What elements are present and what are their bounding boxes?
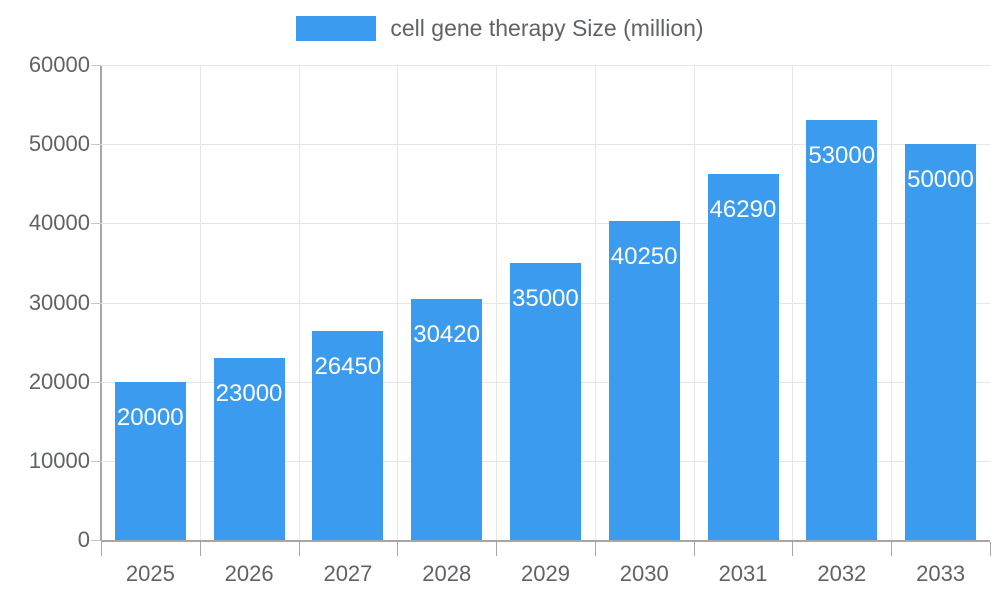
x-axis-tick (101, 542, 102, 556)
x-axis-tick (891, 542, 892, 556)
y-axis-tick-label: 60000 (28, 52, 90, 77)
x-axis-tick-label: 2032 (817, 561, 867, 586)
x-axis-tick-label: 2025 (125, 561, 175, 586)
y-axis-tick (91, 460, 101, 462)
x-axis-tick (397, 542, 398, 556)
gridline-vertical (200, 65, 201, 540)
y-axis-tick-label: 20000 (28, 368, 90, 394)
y-axis-tick (91, 381, 101, 383)
legend-item-label: cell gene therapy Size (million) (390, 14, 704, 41)
gridline-vertical (694, 65, 695, 540)
x-axis-tick (299, 542, 300, 556)
y-axis-tick-label: 0 (77, 527, 90, 552)
x-axis-tick (200, 542, 201, 556)
y-axis-tick-label: 50000 (28, 131, 90, 157)
bar-2030[interactable] (608, 221, 680, 540)
x-axis-tick-label: 2033 (916, 561, 966, 586)
bar-2028[interactable] (411, 299, 483, 540)
gridline-vertical (595, 65, 596, 540)
bar-2026[interactable] (213, 357, 285, 540)
gridline-vertical (299, 65, 300, 540)
gridline-horizontal (101, 65, 990, 66)
gridline-vertical (792, 65, 793, 540)
gridline-vertical (397, 65, 398, 540)
legend-swatch-icon (296, 15, 377, 41)
bar-2033[interactable] (905, 144, 977, 540)
y-axis-tick (91, 540, 101, 541)
y-axis-tick (91, 223, 101, 225)
y-axis-tick (91, 65, 101, 66)
y-axis-tick (91, 302, 101, 304)
bar-2029[interactable] (510, 262, 581, 540)
chart-legend: cell gene therapy Size (million) (0, 0, 1000, 56)
x-axis-tick-label: 2030 (619, 561, 669, 586)
legend-item-cell-gene-therapy-size[interactable]: cell gene therapy Size (million) (296, 14, 704, 41)
x-axis-tick-label: 2031 (718, 561, 768, 586)
x-axis-tick-label: 2026 (224, 561, 274, 586)
bar-2031[interactable] (707, 173, 779, 540)
bar-2032[interactable] (806, 120, 878, 540)
x-axis-tick-label: 2029 (521, 561, 570, 586)
y-axis-tick-label: 30000 (28, 289, 90, 315)
gridline-vertical (891, 65, 892, 540)
x-axis-tick (792, 542, 793, 556)
y-axis-tick-label: 10000 (28, 447, 90, 473)
gridline-horizontal (101, 144, 990, 146)
x-axis-tick (595, 542, 596, 556)
gridline-vertical (496, 65, 497, 540)
gridline-horizontal (101, 223, 990, 225)
plot-area: 20000 23000 26450 30420 35000 40250 46290 53000… (101, 65, 990, 540)
y-axis-tick-label: 40000 (28, 210, 90, 236)
x-axis-line (101, 540, 990, 542)
x-axis-tick-label: 2028 (422, 561, 472, 586)
y-axis-tick (91, 144, 101, 146)
bar-2025[interactable] (114, 381, 186, 540)
x-axis-tick (990, 542, 991, 556)
bar-2027[interactable] (312, 330, 384, 540)
x-axis-tick (496, 542, 497, 556)
x-axis-tick-label: 2027 (323, 561, 373, 586)
x-axis-tick (694, 542, 695, 556)
